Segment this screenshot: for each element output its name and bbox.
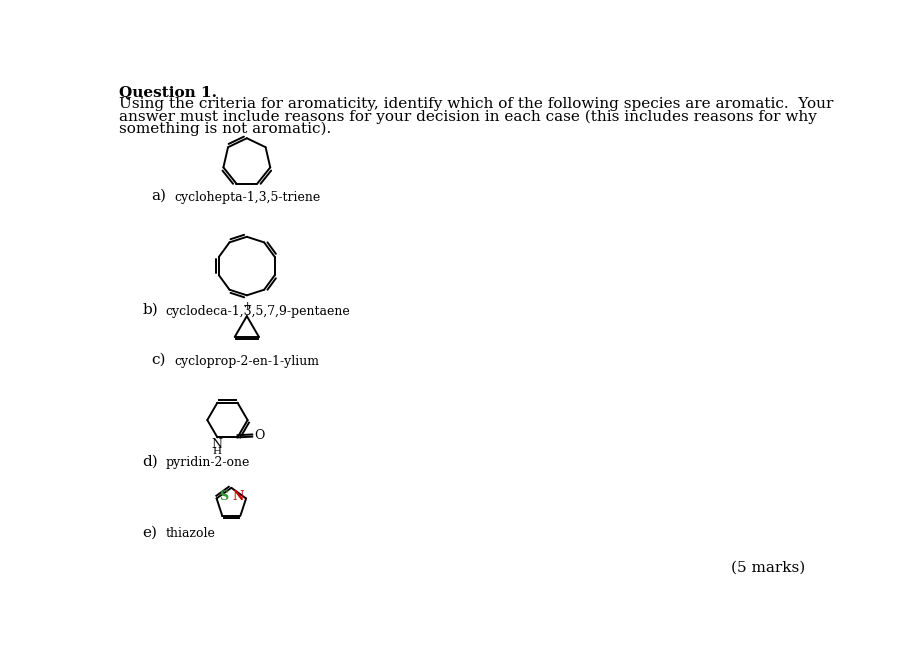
Text: pyridin-2-one: pyridin-2-one [165, 456, 250, 470]
Text: H: H [212, 446, 221, 455]
Text: answer must include reasons for your decision in each case (this includes reason: answer must include reasons for your dec… [119, 110, 817, 124]
Text: thiazole: thiazole [165, 527, 216, 540]
Text: d): d) [143, 455, 158, 469]
Text: c): c) [152, 353, 166, 367]
Text: a): a) [152, 189, 167, 203]
Text: Using the criteria for aromaticity, identify which of the following species are : Using the criteria for aromaticity, iden… [119, 97, 833, 112]
Text: (5 marks): (5 marks) [732, 561, 805, 575]
Text: Question 1.: Question 1. [119, 85, 217, 99]
Text: N: N [233, 490, 244, 503]
Text: e): e) [143, 526, 157, 539]
Text: something is not aromatic).: something is not aromatic). [119, 122, 331, 137]
Text: cyclohepta-1,3,5-triene: cyclohepta-1,3,5-triene [175, 190, 321, 204]
Text: b): b) [143, 303, 158, 317]
Text: +: + [243, 301, 253, 311]
Text: N: N [211, 438, 222, 451]
Text: O: O [254, 430, 265, 442]
Text: S: S [219, 490, 228, 503]
Text: cycloprop-2-en-1-ylium: cycloprop-2-en-1-ylium [175, 355, 319, 368]
Text: cyclodeca-1,3,5,7,9-pentaene: cyclodeca-1,3,5,7,9-pentaene [165, 304, 350, 317]
